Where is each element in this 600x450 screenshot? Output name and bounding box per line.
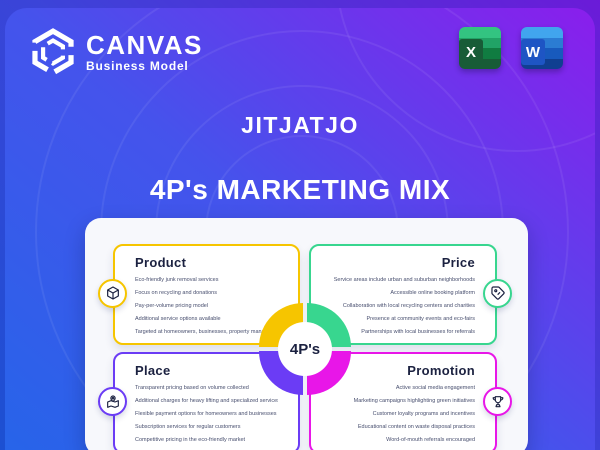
list-item: Focus on recycling and donations xyxy=(135,290,217,296)
word-band xyxy=(521,27,563,38)
list-item: Word-of-mouth referrals encouraged xyxy=(386,437,475,443)
rosette-label: 4P's xyxy=(278,322,332,376)
list-item: Subscription services for regular custom… xyxy=(135,424,241,430)
price-tag-icon xyxy=(490,286,505,300)
promotion-badge xyxy=(483,387,512,416)
excel-icon[interactable]: X xyxy=(459,27,501,69)
list-item: Competitive pricing in the eco-friendly … xyxy=(135,437,246,443)
list-item: Eco-friendly junk removal services xyxy=(135,277,219,283)
brand-tagline: Business Model xyxy=(86,58,189,73)
list-item: Partnerships with local businesses for r… xyxy=(361,329,475,335)
word-icon[interactable]: W xyxy=(521,27,563,69)
quadrant-title: Product xyxy=(135,255,187,270)
list-item: Active social media engagement xyxy=(395,385,475,391)
marketing-mix-card: Product Eco-friendly junk removal servic… xyxy=(85,218,528,450)
list-item: Additional charges for heavy lifting and… xyxy=(135,398,278,404)
excel-letter: X xyxy=(459,39,483,65)
list-item: Customer loyalty programs and incentives xyxy=(372,411,475,417)
page-title: 4P's MARKETING MIX xyxy=(149,174,451,205)
place-badge xyxy=(98,387,127,416)
list-item: Flexible payment options for homeowners … xyxy=(135,411,277,417)
word-letter: W xyxy=(521,39,545,65)
excel-band xyxy=(459,27,501,38)
list-item: Pay-per-volume pricing model xyxy=(135,303,209,309)
list-item: Service areas include urban and suburban… xyxy=(333,277,475,283)
list-item: Educational content on waste disposal pr… xyxy=(357,424,475,430)
quadrant-title: Promotion xyxy=(407,363,475,378)
list-item: Transparent pricing based on volume coll… xyxy=(135,385,249,391)
logo: CANVAS Business Model xyxy=(28,26,203,78)
quadrant-title: Place xyxy=(135,363,171,378)
quadrant-list: Eco-friendly junk removal services Focus… xyxy=(135,274,278,339)
quadrant-title: Price xyxy=(441,255,475,270)
quadrant-list: Active social media engagement Marketing… xyxy=(331,382,475,447)
hexagon-knot-icon xyxy=(32,28,74,76)
product-badge xyxy=(98,278,127,308)
list-item: Targeted at homeowners, businesses, prop… xyxy=(135,329,276,335)
quadrant-list: Transparent pricing based on volume coll… xyxy=(135,382,278,447)
list-item: Presence at community events and eco-fai… xyxy=(366,316,475,322)
slide-background: CANVAS Business Model X W JITJATJO 4P's … xyxy=(5,8,595,450)
quadrant-list: Service areas include urban and suburban… xyxy=(331,274,475,339)
center-rosette: 4P's xyxy=(259,303,351,395)
header: CANVAS Business Model X W xyxy=(5,8,595,88)
brand-name: CANVAS xyxy=(86,29,203,60)
logo-text: CANVAS Business Model xyxy=(86,32,203,73)
list-item: Additional service options available xyxy=(135,316,221,322)
ripple-circle xyxy=(35,8,569,450)
map-pin-icon xyxy=(106,394,119,408)
cube-icon xyxy=(106,286,119,300)
list-item: Collaboration with local recycling cente… xyxy=(342,303,475,309)
list-item: Accessible online booking platform xyxy=(390,290,475,296)
list-item: Marketing campaigns highlighting green i… xyxy=(353,398,475,404)
trophy-icon xyxy=(492,395,503,407)
company-title: JITJATJO xyxy=(241,112,359,138)
quadrant-place: Place Transparent pricing based on volum… xyxy=(98,352,300,450)
price-badge xyxy=(483,278,512,308)
